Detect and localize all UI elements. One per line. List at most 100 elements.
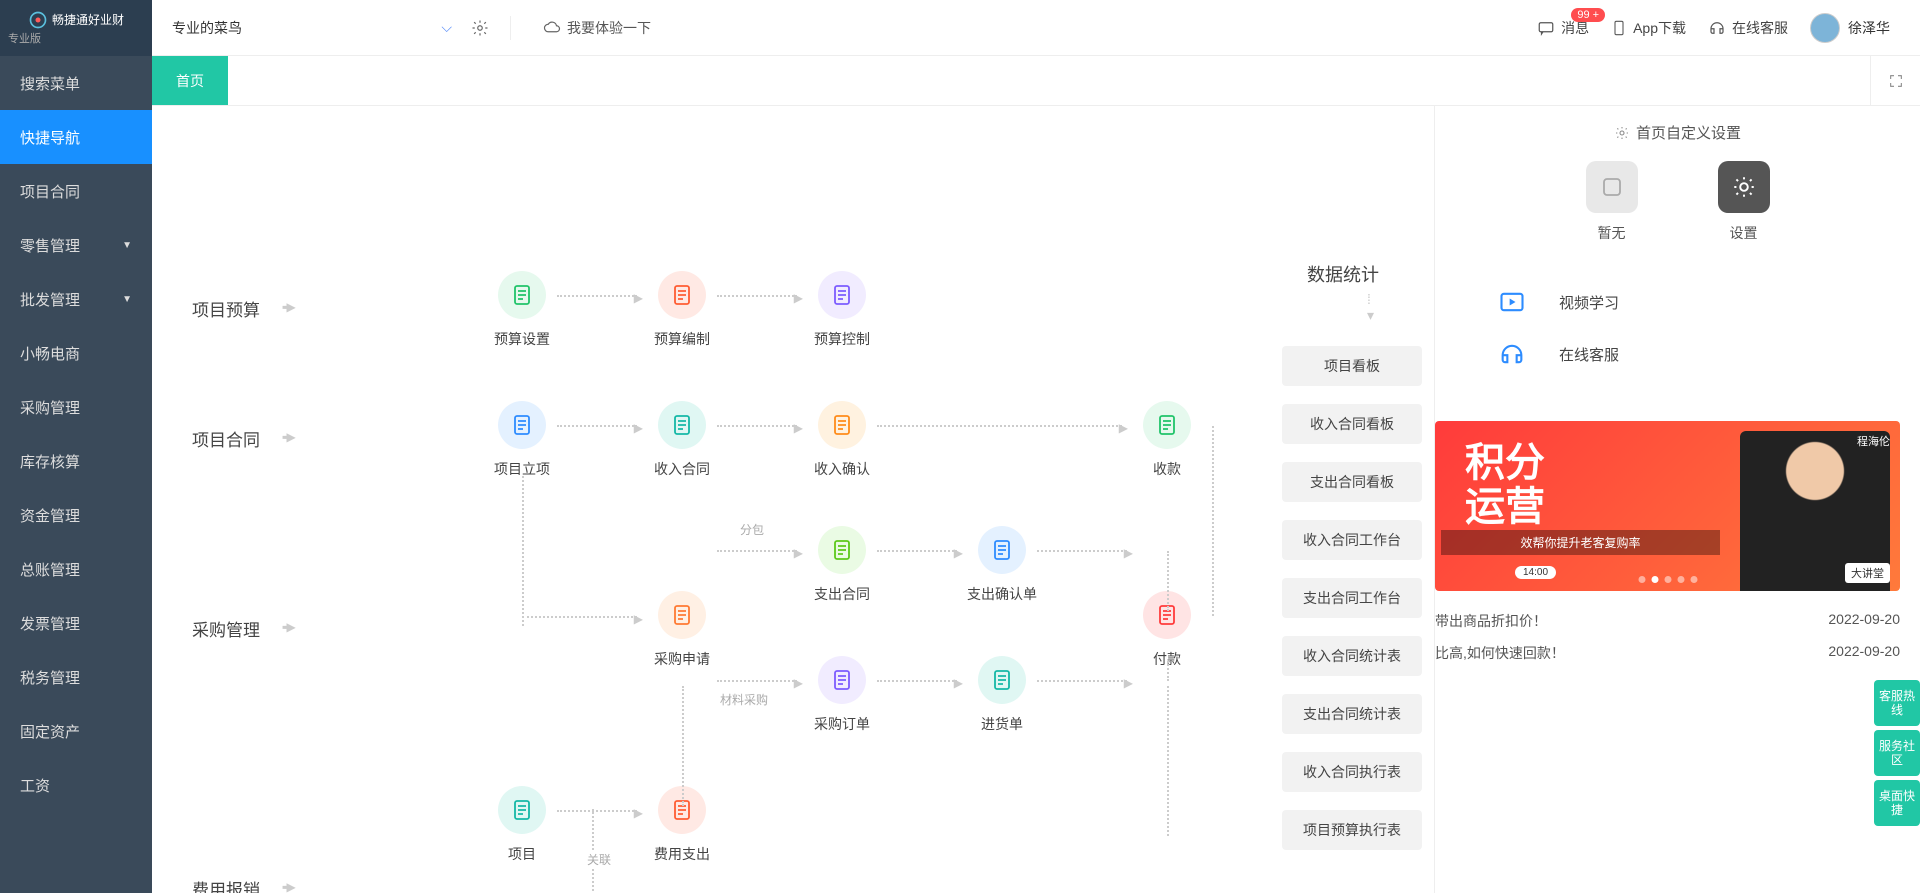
dot[interactable] (1664, 576, 1671, 583)
flow-node-stock_in[interactable]: 进货单 (962, 656, 1042, 734)
arrowhead-icon: ▶ (1124, 546, 1133, 560)
flow-node-expense_confirm[interactable]: 支出确认单 (962, 526, 1042, 604)
stat-button-1[interactable]: 收入合同看板 (1282, 404, 1422, 444)
doc-icon (978, 656, 1026, 704)
flow-node-expense_contract[interactable]: 支出合同 (802, 526, 882, 604)
news-item-1[interactable]: 比高,如何快速回款！2022-09-20 (1435, 637, 1900, 669)
phone-icon (1611, 19, 1627, 37)
flow-node-purchase_req[interactable]: 采购申请 (642, 591, 722, 669)
service-link[interactable]: 在线客服 (1708, 18, 1788, 38)
banner-dots (1638, 576, 1697, 583)
headset-icon (1708, 19, 1726, 37)
topbar: 畅捷通好业财 专业版 专业的菜鸟 ⌵ 我要体验一下 消息 99 + App下载 … (0, 0, 1920, 56)
sidebar-item-9[interactable]: 总账管理 (0, 542, 152, 596)
sidebar-item-12[interactable]: 固定资产 (0, 704, 152, 758)
flow-connector: ▶ (1037, 680, 1127, 682)
sidebar-item-label: 项目合同 (20, 181, 80, 202)
news-item-0[interactable]: 带出商品折扣价！2022-09-20 (1435, 605, 1900, 637)
sidebar-item-5[interactable]: 小畅电商 (0, 326, 152, 380)
banner-line1: 积分 (1465, 441, 1545, 485)
app-label: App下载 (1633, 18, 1686, 38)
card-none-label: 暂无 (1598, 223, 1626, 243)
flow-connector: ▶ (557, 425, 637, 427)
flow-node-receive[interactable]: 收款 (1127, 401, 1207, 479)
card-none[interactable]: 暂无 (1586, 161, 1638, 243)
stat-button-2[interactable]: 支出合同看板 (1282, 462, 1422, 502)
flow-node-proj_init[interactable]: 项目立项 (482, 401, 562, 479)
flow-connector: ▶ (877, 680, 957, 682)
right-pane-title-text: 首页自定义设置 (1636, 122, 1741, 143)
app-download-link[interactable]: App下载 (1611, 18, 1686, 38)
sidebar-item-10[interactable]: 发票管理 (0, 596, 152, 650)
quick-link-1[interactable]: 在线客服 (1495, 337, 1920, 371)
float-button-1[interactable]: 服务社区 (1874, 730, 1920, 776)
flow-node-budget_ctrl[interactable]: 预算控制 (802, 271, 882, 349)
sidebar-item-6[interactable]: 采购管理 (0, 380, 152, 434)
flow-node-fee_project[interactable]: 项目 (482, 786, 562, 864)
sidebar-item-label: 总账管理 (20, 559, 80, 580)
flow-connector: ▶ (717, 425, 797, 427)
dot[interactable] (1651, 576, 1658, 583)
sidebar-item-8[interactable]: 资金管理 (0, 488, 152, 542)
stat-button-4[interactable]: 支出合同工作台 (1282, 578, 1422, 618)
flow-node-label: 预算控制 (802, 329, 882, 349)
sidebar-item-11[interactable]: 税务管理 (0, 650, 152, 704)
cloud-icon (543, 19, 561, 37)
sidebar-item-label: 工资 (20, 775, 50, 796)
sidebar-item-2[interactable]: 项目合同 (0, 164, 152, 218)
stat-button-6[interactable]: 支出合同统计表 (1282, 694, 1422, 734)
gear-icon (1614, 125, 1630, 141)
try-button[interactable]: 我要体验一下 (543, 18, 651, 38)
doc-icon (498, 271, 546, 319)
dot[interactable] (1638, 576, 1645, 583)
messages-link[interactable]: 消息 99 + (1537, 18, 1589, 38)
settings-button[interactable] (462, 10, 498, 46)
sidebar-item-3[interactable]: 零售管理▼ (0, 218, 152, 272)
arrowhead-icon: ▶ (1124, 676, 1133, 690)
flow-node-budget_make[interactable]: 预算编制 (642, 271, 722, 349)
caret-down-icon: ▼ (122, 240, 132, 251)
quick-link-0[interactable]: 视频学习 (1495, 285, 1920, 319)
dot[interactable] (1690, 576, 1697, 583)
stat-button-3[interactable]: 收入合同工作台 (1282, 520, 1422, 560)
flow-node-income_contract[interactable]: 收入合同 (642, 401, 722, 479)
org-selector[interactable]: 专业的菜鸟 ⌵ (172, 10, 452, 46)
stats-column: 项目看板收入合同看板支出合同看板收入合同工作台支出合同工作台收入合同统计表支出合… (1282, 346, 1422, 850)
stats-arrow-icon: ⁞▾ (1367, 291, 1374, 324)
doc-icon (658, 591, 706, 639)
news-date: 2022-09-20 (1828, 611, 1900, 631)
sidebar: 搜索菜单快捷导航项目合同零售管理▼批发管理▼小畅电商采购管理库存核算资金管理总账… (0, 56, 152, 893)
sidebar-item-4[interactable]: 批发管理▼ (0, 272, 152, 326)
float-button-2[interactable]: 桌面快捷 (1874, 780, 1920, 826)
fullscreen-button[interactable] (1870, 56, 1920, 105)
tab-home[interactable]: 首页 (152, 56, 228, 105)
flow-connector: ▶ (557, 295, 637, 297)
flow-node-label: 采购订单 (802, 714, 882, 734)
promo-banner[interactable]: 积分 运营 效帮你提升老客复购率 14:00 程海伦 大讲堂 (1435, 421, 1900, 591)
flow-node-purchase_order[interactable]: 采购订单 (802, 656, 882, 734)
flow-node-label: 项目 (482, 844, 562, 864)
stat-button-5[interactable]: 收入合同统计表 (1282, 636, 1422, 676)
arrowhead-icon: ▶ (954, 676, 963, 690)
stat-button-0[interactable]: 项目看板 (1282, 346, 1422, 386)
message-icon (1537, 19, 1555, 37)
arrowhead-icon: ▶ (794, 676, 803, 690)
dot[interactable] (1677, 576, 1684, 583)
sidebar-item-1[interactable]: 快捷导航 (0, 110, 152, 164)
doc-icon (978, 526, 1026, 574)
sidebar-item-0[interactable]: 搜索菜单 (0, 56, 152, 110)
stat-button-7[interactable]: 收入合同执行表 (1282, 752, 1422, 792)
flow-node-budget_set[interactable]: 预算设置 (482, 271, 562, 349)
flow-node-income_confirm[interactable]: 收入确认 (802, 401, 882, 479)
stat-button-8[interactable]: 项目预算执行表 (1282, 810, 1422, 850)
sidebar-item-13[interactable]: 工资 (0, 758, 152, 812)
card-none-icon (1586, 161, 1638, 213)
user-menu[interactable]: 徐泽华 (1810, 13, 1890, 43)
float-button-0[interactable]: 客服热线 (1874, 680, 1920, 726)
arrow-icon: ▪▪▶ (282, 430, 294, 444)
sidebar-item-label: 资金管理 (20, 505, 80, 526)
card-settings[interactable]: 设置 (1718, 161, 1770, 243)
arrow-icon: ▪▪▶ (282, 880, 294, 893)
sidebar-item-7[interactable]: 库存核算 (0, 434, 152, 488)
flow-canvas[interactable]: 数据统计 ⁞▾ 项目看板收入合同看板支出合同看板收入合同工作台支出合同工作台收入… (152, 106, 1434, 893)
